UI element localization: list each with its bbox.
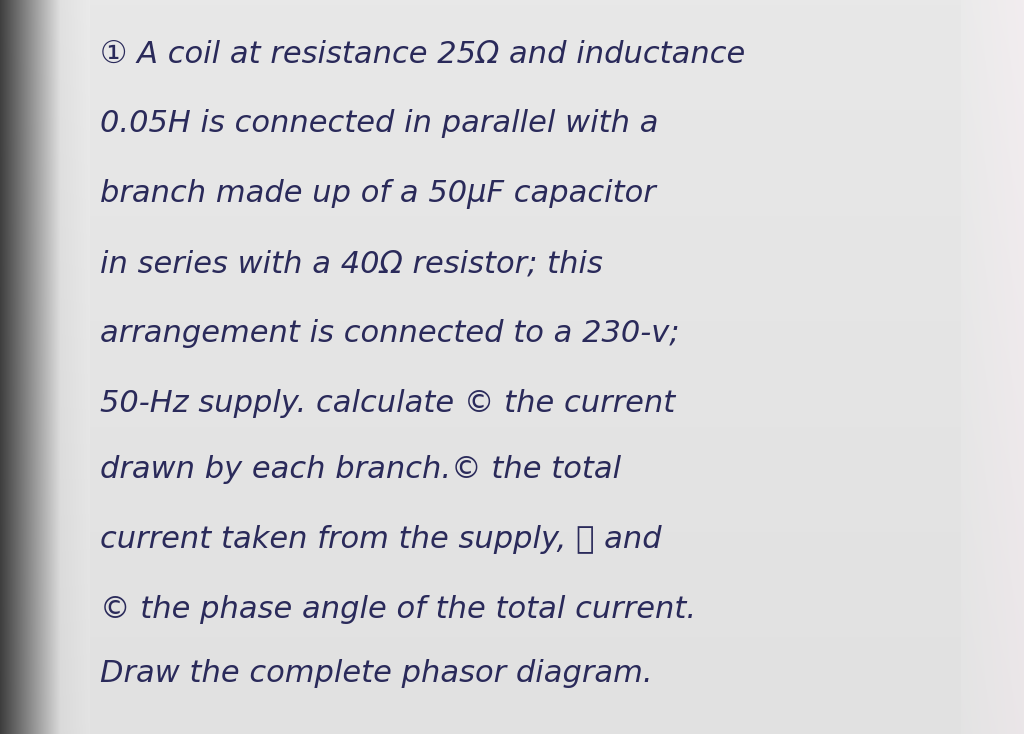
Text: © the phase angle of the total current.: © the phase angle of the total current.	[100, 595, 696, 623]
Text: arrangement is connected to a 230-v;: arrangement is connected to a 230-v;	[100, 319, 680, 349]
Text: branch made up of a 50μF capacitor: branch made up of a 50μF capacitor	[100, 179, 655, 209]
Text: current taken from the supply, ⓐ and: current taken from the supply, ⓐ and	[100, 525, 662, 553]
Text: Draw the complete phasor diagram.: Draw the complete phasor diagram.	[100, 660, 652, 688]
Text: 0.05H is connected in parallel with a: 0.05H is connected in parallel with a	[100, 109, 658, 139]
Text: 50-Hz supply. calculate © the current: 50-Hz supply. calculate © the current	[100, 390, 675, 418]
Text: in series with a 40Ω resistor; this: in series with a 40Ω resistor; this	[100, 250, 603, 278]
Text: drawn by each branch.© the total: drawn by each branch.© the total	[100, 454, 622, 484]
Text: ① A coil at resistance 25Ω and inductance: ① A coil at resistance 25Ω and inductanc…	[100, 40, 745, 68]
